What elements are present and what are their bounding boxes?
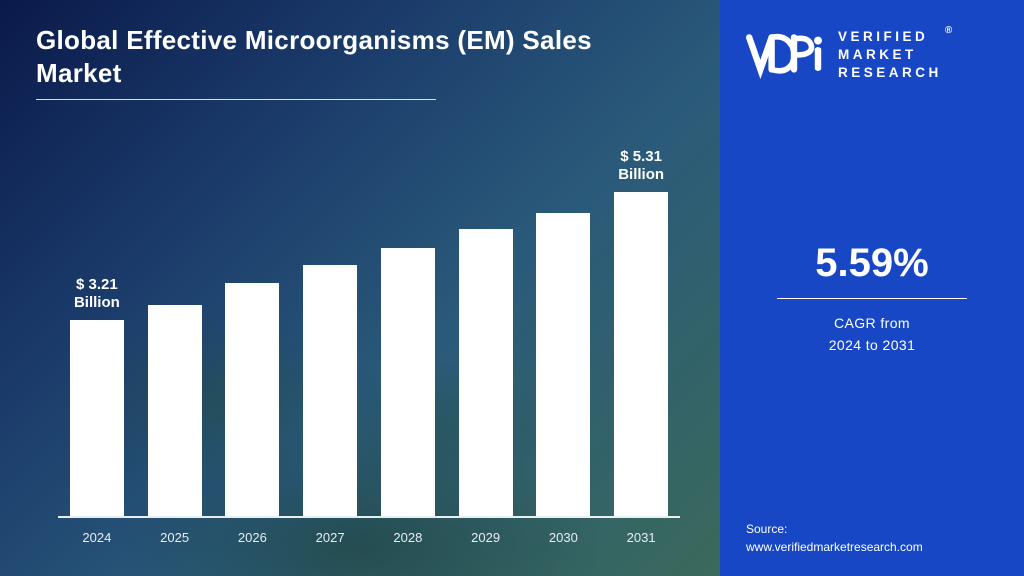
bar-slot bbox=[447, 150, 525, 516]
bar bbox=[614, 192, 668, 516]
registered-icon: ® bbox=[945, 24, 956, 38]
x-tick-label: 2026 bbox=[214, 522, 292, 548]
bar bbox=[225, 283, 279, 516]
x-tick-label: 2025 bbox=[136, 522, 214, 548]
title-area: Global Effective Microorganisms (EM) Sal… bbox=[36, 24, 660, 100]
cagr-sub-line-1: CAGR from bbox=[834, 315, 910, 331]
left-panel: Global Effective Microorganisms (EM) Sal… bbox=[0, 0, 720, 576]
x-tick-label: 2029 bbox=[447, 522, 525, 548]
x-tick-label: 2031 bbox=[602, 522, 680, 548]
bar bbox=[536, 213, 590, 516]
x-tick-label: 2027 bbox=[291, 522, 369, 548]
bar-slot bbox=[136, 150, 214, 516]
x-axis: 20242025202620272028202920302031 bbox=[58, 522, 680, 548]
bar-slot bbox=[369, 150, 447, 516]
bar bbox=[381, 248, 435, 516]
brand-line-1: VERIFIED bbox=[838, 29, 928, 44]
bar-value-label: $ 3.21Billion bbox=[52, 276, 142, 312]
source-label: Source: bbox=[746, 522, 787, 536]
cagr-metric: 5.59% CAGR from 2024 to 2031 bbox=[746, 241, 998, 357]
brand-line-2: MARKET bbox=[838, 47, 917, 62]
cagr-underline bbox=[777, 298, 967, 300]
bar-value-l2: Billion bbox=[74, 294, 120, 311]
bar-value-l1: $ 3.21 bbox=[76, 276, 118, 293]
bar-slot bbox=[291, 150, 369, 516]
title-line-2: Market bbox=[36, 58, 122, 88]
bar bbox=[70, 320, 124, 516]
bar bbox=[303, 265, 357, 516]
bar-chart: $ 3.21Billion$ 5.31Billion 2024202520262… bbox=[58, 150, 680, 548]
bar-slot: $ 5.31Billion bbox=[602, 150, 680, 516]
bar-value-l1: $ 5.31 bbox=[620, 148, 662, 165]
source-url: www.verifiedmarketresearch.com bbox=[746, 540, 923, 554]
title-line-1: Global Effective Microorganisms (EM) Sal… bbox=[36, 25, 592, 55]
brand-line-3: RESEARCH bbox=[838, 65, 942, 80]
cagr-sub-line-2: 2024 to 2031 bbox=[829, 337, 916, 353]
page-title: Global Effective Microorganisms (EM) Sal… bbox=[36, 24, 660, 89]
source-citation: Source: www.verifiedmarketresearch.com bbox=[746, 521, 998, 556]
bar-value-l2: Billion bbox=[618, 166, 664, 183]
bar-slot bbox=[214, 150, 292, 516]
title-underline bbox=[36, 99, 436, 100]
bar bbox=[148, 305, 202, 516]
bar-slot: $ 3.21Billion bbox=[58, 150, 136, 516]
x-tick-label: 2028 bbox=[369, 522, 447, 548]
cagr-subtext: CAGR from 2024 to 2031 bbox=[746, 313, 998, 356]
x-tick-label: 2024 bbox=[58, 522, 136, 548]
logo-mark-icon bbox=[746, 31, 826, 79]
bar-value-label: $ 5.31Billion bbox=[596, 148, 686, 184]
x-tick-label: 2030 bbox=[525, 522, 603, 548]
right-panel: VERIFIED MARKET RESEARCH ® 5.59% CAGR fr… bbox=[720, 0, 1024, 576]
bar bbox=[459, 229, 513, 516]
cagr-value: 5.59% bbox=[746, 241, 998, 286]
brand-text: VERIFIED MARKET RESEARCH ® bbox=[838, 28, 942, 83]
brand-logo: VERIFIED MARKET RESEARCH ® bbox=[746, 28, 998, 83]
bar-slot bbox=[525, 150, 603, 516]
bars-container: $ 3.21Billion$ 5.31Billion bbox=[58, 150, 680, 518]
